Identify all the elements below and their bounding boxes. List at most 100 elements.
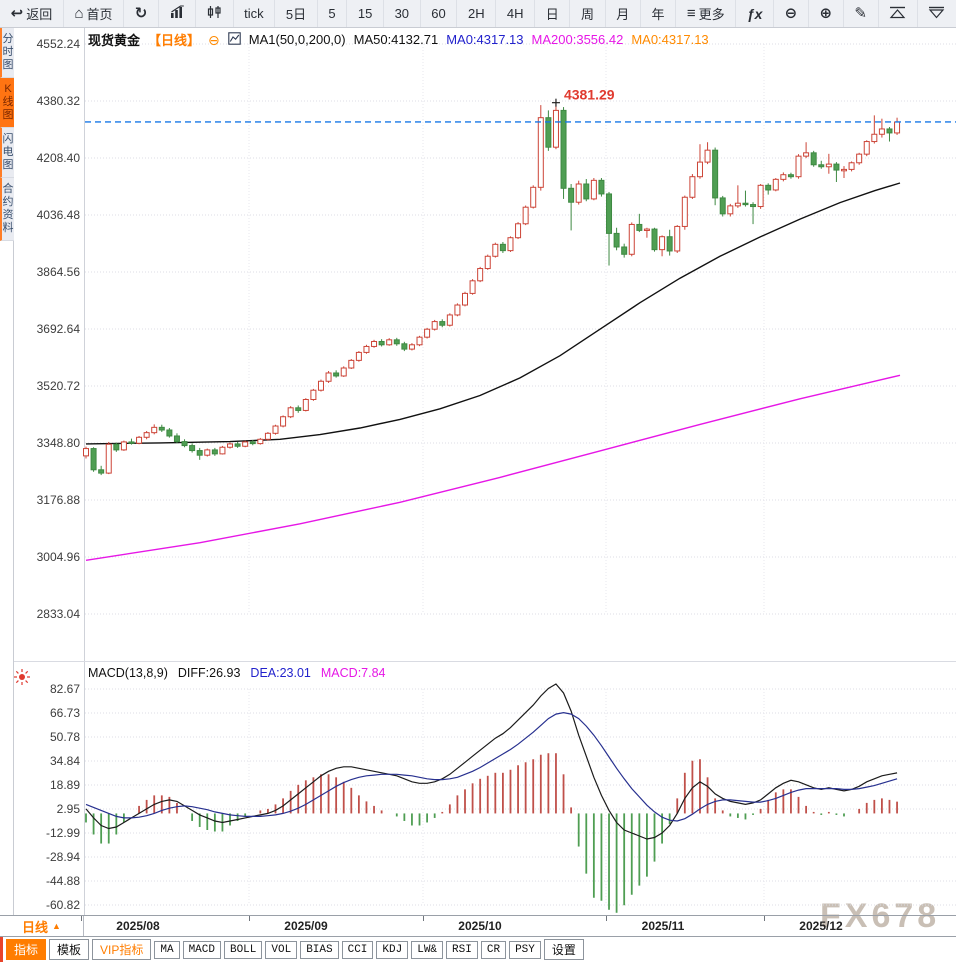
zoom-in-button[interactable]: ⊕ [809, 0, 844, 27]
more-button[interactable]: ≡ 更多 [676, 0, 737, 27]
y-axis-tick: 4380.32 [36, 93, 80, 108]
indicator-tab-bar: 指标 模板 VIP指标 MA MACD BOLL VOL BIAS CCI KDJ LW& RSI CR… [0, 937, 956, 962]
y-axis-tick: 3176.88 [36, 492, 80, 507]
y-axis-tick: 3004.96 [36, 549, 80, 564]
tab-cr[interactable]: CR [480, 940, 507, 959]
period-5d-button[interactable]: 5日 [275, 0, 318, 27]
chart-settings-icon [228, 31, 241, 48]
zoom-out-button[interactable]: ⊖ [774, 0, 809, 27]
period-tick-button-label: tick [244, 6, 264, 21]
period-selector[interactable]: 日线 ▲ [0, 916, 84, 936]
tab-indicator[interactable]: 指标 [6, 939, 47, 960]
ma0-blue-value: MA0:4317.13 [446, 32, 524, 47]
tab-lw[interactable]: LW& [411, 940, 444, 959]
tab-settings[interactable]: 设置 [543, 939, 584, 960]
period-5d-button-label: 5日 [285, 7, 307, 22]
period-15m-button-label: 15 [357, 6, 373, 21]
macd-diff-value: DIFF:26.93 [177, 666, 241, 680]
y-axis-tick: 3864.56 [36, 264, 80, 279]
period-2h-button-label: 2H [468, 6, 485, 21]
tab-ma[interactable]: MA [154, 940, 180, 959]
period-30m-button[interactable]: 30 [384, 0, 421, 27]
period-month-button[interactable]: 月 [606, 0, 641, 27]
ma0-orange-value: MA0:4317.13 [631, 32, 709, 47]
back-button-label: 返回 [26, 7, 53, 22]
tab-boll[interactable]: BOLL [223, 940, 263, 959]
period-year-button-label: 年 [651, 7, 665, 22]
more-button-label: 更多 [698, 7, 725, 22]
expand-down-button[interactable] [918, 0, 956, 27]
tab-kdj[interactable]: KDJ [376, 940, 409, 959]
period-60m-button[interactable]: 60 [421, 0, 458, 27]
period-week-button[interactable]: 周 [570, 0, 606, 27]
period-day-button[interactable]: 日 [535, 0, 571, 27]
tab-vol[interactable]: VOL [265, 940, 298, 959]
expand-up-button[interactable] [879, 0, 918, 27]
y-axis-tick: -12.99 [45, 825, 80, 840]
back-button[interactable]: ↩ 返回 [0, 0, 64, 27]
period-tick-button[interactable]: tick [234, 0, 276, 27]
x-axis-tick [606, 916, 607, 921]
x-axis-tick [764, 916, 765, 921]
y-axis-tick: -44.88 [45, 873, 80, 888]
chart-type-sidebar: 分时图 K线图 闪电图 合约资料 [0, 28, 14, 915]
x-axis-label: 2025/09 [284, 919, 328, 933]
chart-settings-icon[interactable] [228, 31, 241, 48]
period-60m-button-label: 60 [431, 6, 446, 21]
back-icon: ↩ [10, 5, 24, 22]
chart-type-bar-button[interactable] [159, 0, 197, 27]
tab-cci[interactable]: CCI [341, 940, 374, 959]
sidebar-item-kline[interactable]: K线图 [0, 78, 14, 128]
macd-settings-label: MACD(13,8,9) [88, 666, 168, 680]
tab-macd[interactable]: MACD [182, 940, 221, 959]
collapse-down-icon [928, 6, 945, 22]
indicator-sun-icon[interactable] [13, 668, 31, 686]
period-year-button[interactable]: 年 [641, 0, 677, 27]
y-axis-tick: 66.73 [49, 705, 80, 720]
home-button[interactable]: ⌂ 首页 [64, 0, 125, 27]
period-5m-button[interactable]: 5 [318, 0, 348, 27]
tab-bias[interactable]: BIAS [300, 940, 339, 959]
x-axis-tick [249, 916, 250, 921]
x-axis-tick [423, 916, 424, 921]
refresh-icon: ↻ [134, 5, 148, 22]
formula-button[interactable]: ƒx [736, 0, 775, 27]
ma50-value: MA50:4132.71 [353, 32, 439, 47]
y-axis-tick: -28.94 [45, 849, 80, 864]
y-axis-tick: 18.89 [49, 778, 80, 792]
y-axis-tick: 3692.64 [36, 321, 80, 336]
chart-type-candle-button[interactable] [196, 0, 234, 27]
kline-icon [207, 5, 222, 22]
draw-button[interactable]: ✎ [844, 0, 879, 27]
peak-annotation: 4381.29 [564, 87, 615, 103]
sidebar-item-lightning[interactable]: 闪电图 [0, 128, 14, 178]
x-axis-label: 2025/12 [799, 919, 843, 933]
x-axis-label: 2025/11 [641, 919, 685, 933]
period-4h-button[interactable]: 4H [496, 0, 536, 27]
period-4h-button-label: 4H [506, 6, 524, 21]
y-axis-tick: 3520.72 [36, 378, 80, 393]
period-2h-button[interactable]: 2H [457, 0, 497, 27]
period-5m-button-label: 5 [328, 6, 336, 21]
period-selector-label: 日线 [22, 919, 49, 935]
price-chart-canvas[interactable]: 4381.29 [0, 28, 956, 915]
sidebar-item-contract-info[interactable]: 合约资料 [0, 178, 14, 241]
sidebar-item-timeshare[interactable]: 分时图 [0, 28, 14, 78]
minus-circle-icon[interactable]: ⊖ [208, 31, 220, 48]
tab-vip-indicator[interactable]: VIP指标 [92, 939, 152, 960]
period-tag: 【日线】 [148, 33, 201, 48]
period-15m-button[interactable]: 15 [347, 0, 384, 27]
tab-rsi[interactable]: RSI [446, 940, 478, 959]
refresh-button[interactable]: ↻ [124, 0, 159, 27]
period-30m-button-label: 30 [394, 6, 410, 21]
y-axis-tick: 4552.24 [36, 37, 80, 51]
tab-psy[interactable]: PSY [509, 940, 541, 959]
period-day-button-label: 日 [545, 7, 559, 22]
x-axis-row: 日线 ▲ 2025/08 2025/09 2025/10 2025/11 2025/12 [0, 915, 956, 937]
macd-macd-value: MACD:7.84 [320, 666, 386, 680]
zoom-out-icon: ⊖ [784, 5, 798, 22]
tab-template[interactable]: 模板 [49, 939, 90, 960]
y-axis-tick: 2833.04 [36, 606, 80, 621]
collapse-up-icon [889, 6, 906, 22]
chart-header: 现货黄金 【日线】 ⊖ MA1(50,0,200,0) MA50:4132.71… [88, 30, 709, 49]
